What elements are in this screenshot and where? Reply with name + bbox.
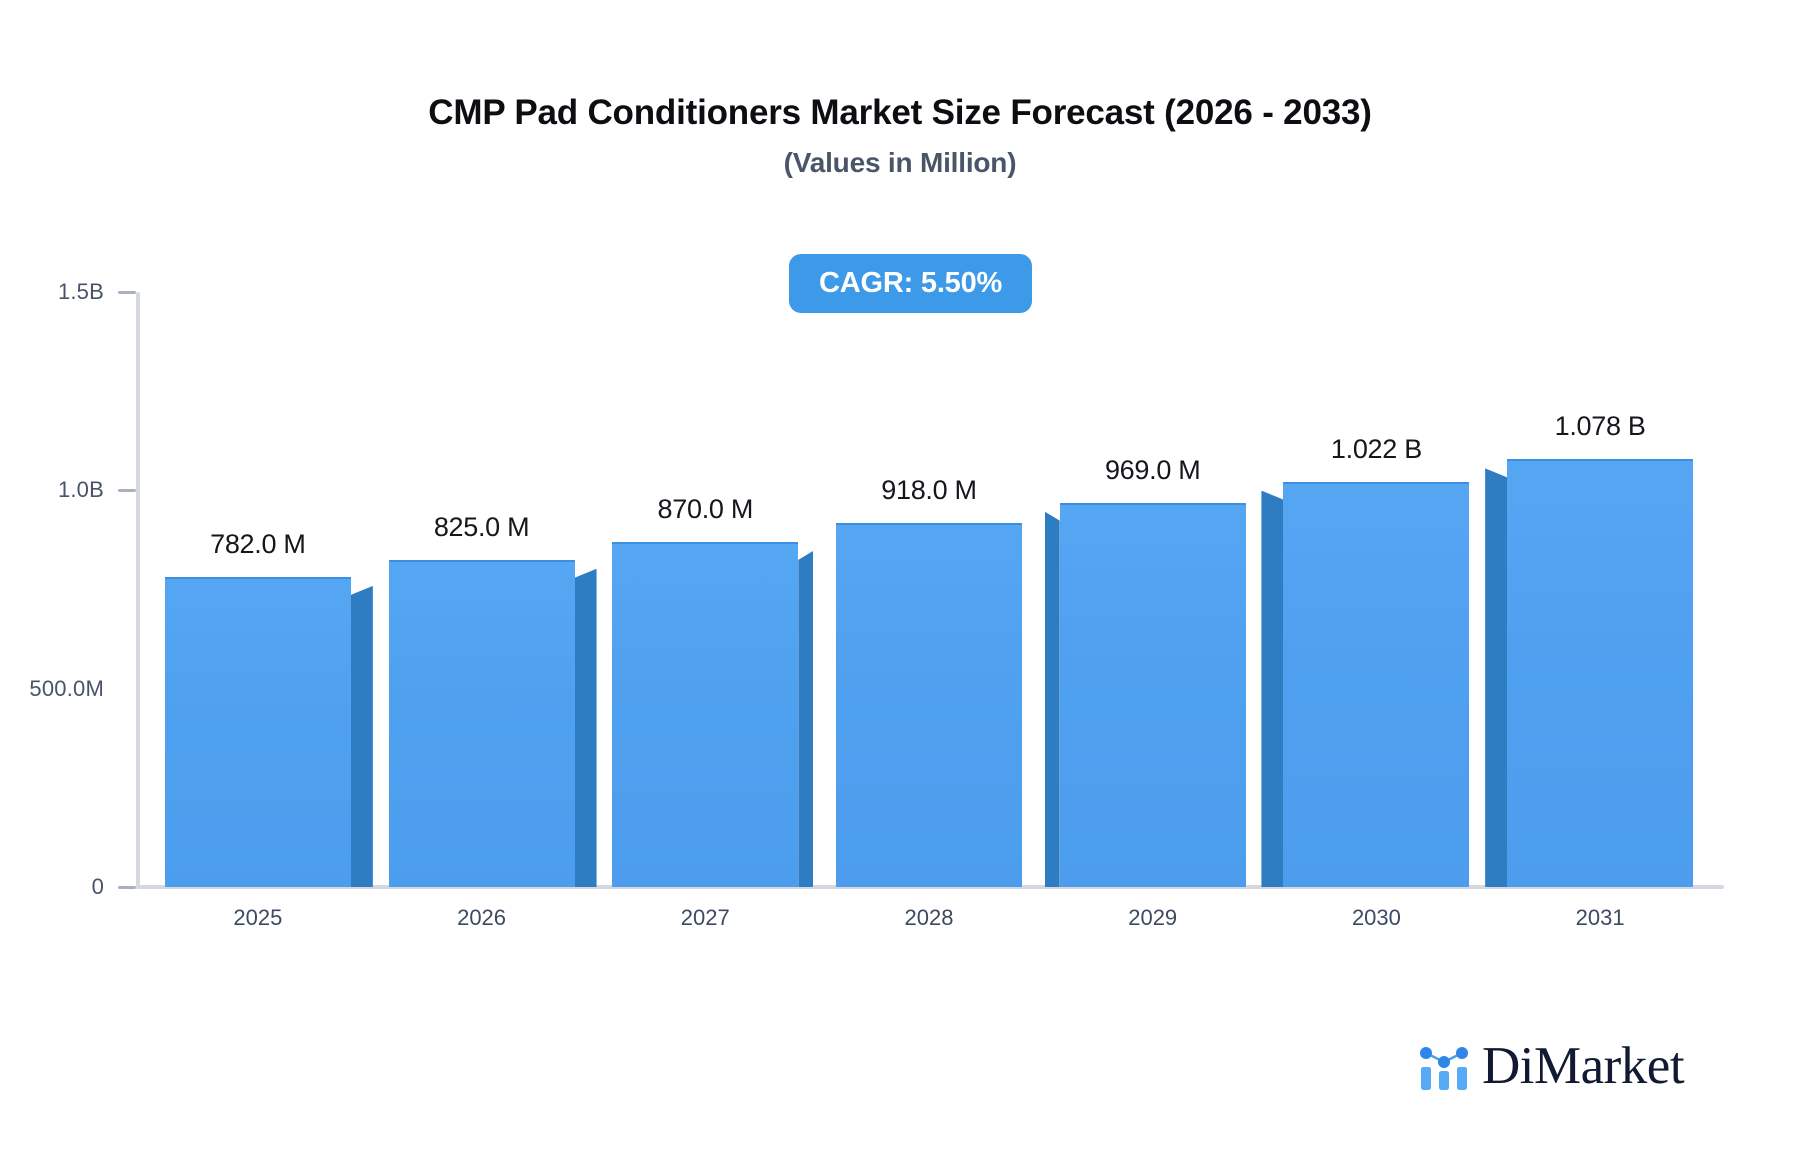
bar-value-label: 918.0 M: [881, 474, 977, 505]
bar-front-face: [1507, 459, 1694, 887]
bar-front-face: [1283, 481, 1470, 887]
bar-side-face: [1261, 490, 1284, 887]
bar: [164, 576, 373, 887]
bar-front-face: [836, 522, 1022, 887]
bar-value-label: 870.0 M: [657, 493, 754, 524]
title-block: CMP Pad Conditioners Market Size Forecas…: [0, 92, 1800, 179]
bar: [836, 522, 1022, 887]
y-axis-tick-mark: [118, 488, 136, 492]
x-axis-tick-label: 2027: [680, 905, 730, 930]
x-axis-tick-label: 2031: [1575, 905, 1625, 930]
bar-side-face: [798, 550, 814, 887]
bar-front-face: [164, 576, 351, 887]
y-axis-tick-label: 1.0B: [57, 477, 104, 503]
y-axis-tick-mark: [118, 885, 136, 889]
y-axis-tick: 1.0B: [0, 476, 136, 504]
y-axis-tick: 0: [0, 873, 136, 901]
bar-value-label: 825.0 M: [433, 511, 530, 542]
bar-side-face: [1485, 468, 1508, 887]
chart-subtitle: (Values in Million): [783, 147, 1017, 179]
x-axis-tick-label: 2030: [1351, 905, 1401, 930]
x-axis-tick-label: 2025: [233, 905, 283, 930]
page-title: CMP Pad Conditioners Market Size Forecas…: [428, 93, 1372, 132]
x-axis-tick-label: 2028: [904, 905, 954, 930]
bar: [1261, 481, 1470, 887]
y-axis-tick-label: 0: [91, 874, 104, 899]
bar-front-face: [612, 541, 799, 887]
bar: [1485, 459, 1694, 887]
bar: [388, 559, 597, 887]
x-axis-tick-label: 2026: [457, 905, 507, 930]
x-axis-line: [136, 885, 1724, 889]
y-axis-tick-mark: [118, 290, 136, 294]
bar-front-face: [1059, 502, 1246, 887]
y-axis-tick: 500.0M: [0, 675, 136, 703]
bar: [612, 541, 814, 887]
cagr-badge: CAGR: 5.50%: [789, 254, 1033, 313]
y-axis-tick: 1.5B: [0, 278, 136, 306]
logo-text: DiMarket: [1482, 1037, 1685, 1095]
bar-value-label: 782.0 M: [210, 528, 306, 559]
bar-value-label: 969.0 M: [1104, 454, 1201, 485]
bar-side-face: [350, 585, 373, 887]
brand-logo: DiMarket: [1418, 1037, 1685, 1095]
y-axis-line: [136, 292, 140, 889]
bar-front-face: [388, 559, 575, 887]
y-axis-tick-label: 1.5B: [57, 279, 104, 304]
bar-chart-icon: [1418, 1043, 1470, 1091]
bar-value-label: 1.078 B: [1554, 411, 1646, 442]
bar: [1044, 502, 1246, 887]
bar-side-face: [574, 568, 597, 887]
y-axis-tick-label: 500.0M: [29, 675, 104, 701]
bar-side-face: [1044, 511, 1060, 887]
x-axis-tick-label: 2029: [1128, 905, 1178, 930]
bar-value-label: 1.022 B: [1330, 433, 1422, 464]
